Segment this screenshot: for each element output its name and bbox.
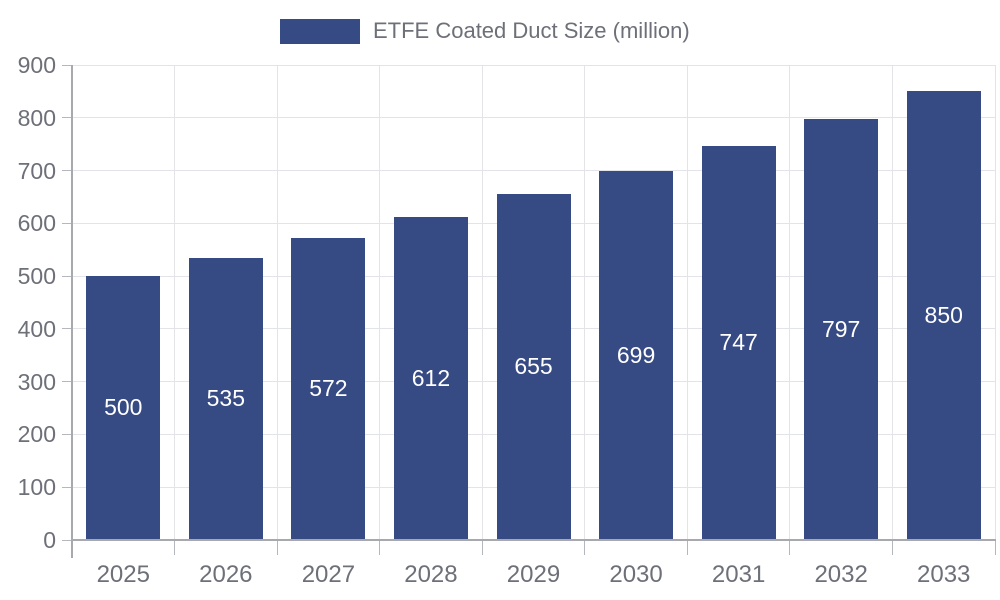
- y-tick-label: 500: [17, 263, 56, 290]
- bar-value-label: 655: [514, 353, 553, 380]
- y-axis-line: [71, 65, 73, 558]
- legend-item[interactable]: ETFE Coated Duct Size (million): [280, 16, 690, 46]
- y-tick-label: 400: [17, 315, 56, 342]
- bar-value-label: 535: [206, 384, 246, 411]
- y-tick-label: 100: [17, 474, 56, 501]
- bar-value-label: 612: [411, 364, 451, 391]
- y-axis-tick: [62, 64, 72, 66]
- x-gridline: [276, 65, 278, 540]
- x-tick-label: 2030: [609, 561, 663, 588]
- y-axis-tick: [62, 275, 72, 277]
- bar: [804, 119, 879, 539]
- x-tick-label: 2029: [506, 561, 561, 588]
- y-gridline: [72, 170, 995, 172]
- x-tick-label: 2026: [199, 561, 253, 588]
- x-gridline: [481, 65, 483, 540]
- x-gridline: [686, 65, 688, 540]
- x-gridline: [891, 65, 893, 540]
- y-axis-tick: [62, 381, 72, 383]
- x-axis-tick: [686, 541, 688, 555]
- y-axis-tick: [62, 433, 72, 435]
- y-tick-label: 600: [17, 210, 56, 237]
- x-axis-tick: [481, 541, 483, 555]
- x-gridline: [584, 65, 586, 540]
- x-axis-line: [71, 539, 996, 541]
- legend-swatch: [280, 18, 360, 44]
- y-axis-tick: [62, 117, 72, 119]
- y-axis-tick: [62, 170, 72, 172]
- bar: [906, 91, 981, 539]
- y-tick-label: 900: [17, 52, 56, 78]
- bar: [188, 257, 263, 539]
- x-tick-label: 2025: [96, 561, 150, 588]
- bar: [291, 238, 366, 539]
- bar-value-label: 500: [104, 394, 143, 421]
- bar-value-label: 699: [616, 341, 656, 368]
- bar: [86, 276, 161, 539]
- legend-label: ETFE Coated Duct Size (million): [373, 18, 690, 43]
- y-axis-tick: [62, 539, 72, 541]
- bar-value-label: 572: [309, 375, 348, 402]
- bar: [393, 217, 468, 539]
- y-tick-label: 200: [17, 421, 56, 448]
- x-gridline: [994, 65, 996, 540]
- y-gridline: [72, 64, 995, 66]
- y-gridline: [72, 117, 995, 119]
- x-tick-label: 2033: [917, 561, 971, 588]
- bar: [496, 194, 571, 539]
- x-axis-tick: [584, 541, 586, 555]
- x-axis-tick: [994, 541, 996, 555]
- y-tick-label: 300: [17, 368, 56, 395]
- x-tick-label: 2028: [404, 561, 458, 588]
- y-tick-label: 800: [17, 104, 56, 131]
- y-tick-label: 0: [43, 527, 56, 553]
- bar: [599, 171, 674, 539]
- y-tick-label: 700: [17, 157, 56, 184]
- bar-value-label: 850: [924, 301, 963, 328]
- x-axis-tick: [174, 541, 176, 555]
- y-axis-tick: [62, 486, 72, 488]
- y-axis-tick: [62, 328, 72, 330]
- x-axis-tick: [891, 541, 893, 555]
- x-axis-tick: [276, 541, 278, 555]
- x-tick-label: 2031: [711, 561, 766, 588]
- bar-value-label: 747: [719, 328, 758, 355]
- bar: [701, 145, 776, 539]
- bar-value-label: 797: [821, 315, 861, 342]
- x-axis-tick: [379, 541, 381, 555]
- x-tick-label: 2032: [814, 561, 868, 588]
- y-axis-tick: [62, 222, 72, 224]
- x-gridline: [174, 65, 176, 540]
- x-tick-label: 2027: [301, 561, 356, 588]
- x-axis-tick: [789, 541, 791, 555]
- x-gridline: [379, 65, 381, 540]
- x-gridline: [789, 65, 791, 540]
